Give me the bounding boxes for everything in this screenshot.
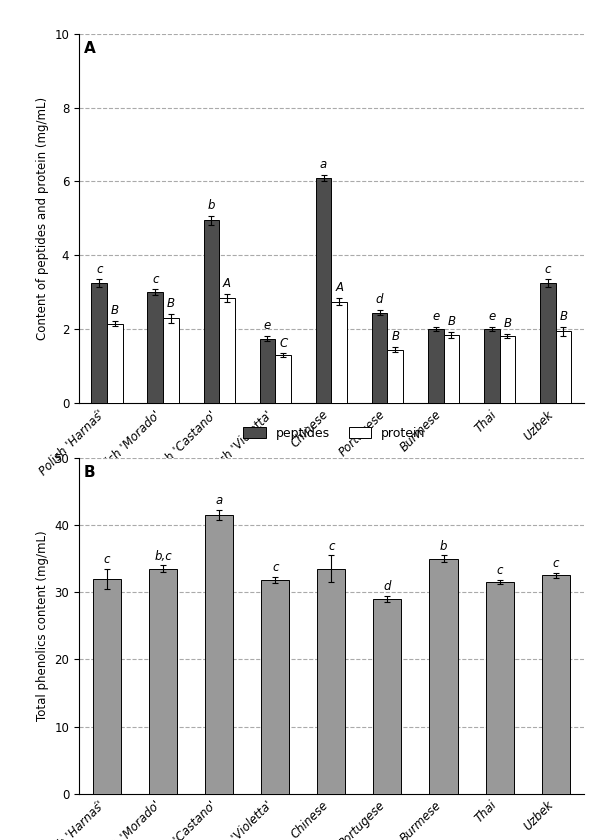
- Bar: [486, 582, 514, 794]
- Bar: [556, 331, 572, 403]
- Text: B: B: [559, 310, 567, 323]
- Bar: [542, 575, 570, 794]
- Text: B: B: [167, 297, 175, 310]
- Bar: [91, 283, 107, 403]
- Text: c: c: [545, 263, 551, 276]
- Bar: [540, 283, 556, 403]
- Text: b: b: [207, 199, 215, 213]
- Text: A: A: [223, 277, 231, 291]
- Text: c: c: [152, 273, 159, 286]
- Text: B: B: [111, 304, 119, 318]
- Bar: [429, 559, 457, 794]
- Bar: [149, 569, 177, 794]
- Text: c: c: [496, 564, 503, 577]
- Bar: [261, 580, 289, 794]
- Text: b: b: [440, 539, 447, 553]
- Text: e: e: [488, 310, 496, 323]
- Text: c: c: [553, 557, 559, 570]
- Text: c: c: [104, 553, 110, 566]
- Text: e: e: [264, 319, 271, 333]
- Text: a: a: [216, 494, 223, 507]
- Text: a: a: [320, 158, 327, 171]
- Bar: [163, 318, 179, 403]
- Text: B: B: [392, 330, 399, 344]
- Bar: [371, 312, 387, 403]
- Text: c: c: [272, 561, 278, 574]
- Text: b,c: b,c: [154, 549, 172, 563]
- Text: B: B: [447, 315, 455, 328]
- Bar: [317, 569, 345, 794]
- Text: A: A: [84, 41, 96, 56]
- Bar: [373, 599, 401, 794]
- Bar: [484, 329, 500, 403]
- Bar: [148, 292, 163, 403]
- Bar: [428, 329, 443, 403]
- Y-axis label: Total phenolics content (mg/mL): Total phenolics content (mg/mL): [36, 531, 49, 721]
- Text: c: c: [328, 539, 334, 553]
- Text: c: c: [96, 263, 103, 276]
- Bar: [93, 579, 121, 794]
- Legend: peptides, protein: peptides, protein: [238, 422, 430, 445]
- Bar: [387, 349, 403, 403]
- Text: d: d: [376, 293, 383, 307]
- Bar: [500, 336, 515, 403]
- Text: A: A: [335, 281, 343, 294]
- Bar: [443, 335, 459, 403]
- Text: d: d: [384, 580, 391, 593]
- Bar: [316, 178, 331, 403]
- Bar: [260, 339, 275, 403]
- Text: B: B: [84, 465, 95, 480]
- Bar: [205, 515, 233, 794]
- Bar: [204, 220, 219, 403]
- Bar: [275, 355, 291, 403]
- Bar: [331, 302, 347, 403]
- Bar: [219, 298, 235, 403]
- Text: C: C: [279, 337, 287, 349]
- Text: B: B: [503, 318, 511, 330]
- Text: e: e: [432, 310, 439, 323]
- Bar: [107, 323, 123, 403]
- Y-axis label: Content of peptides and protein (mg/mL): Content of peptides and protein (mg/mL): [36, 97, 49, 340]
